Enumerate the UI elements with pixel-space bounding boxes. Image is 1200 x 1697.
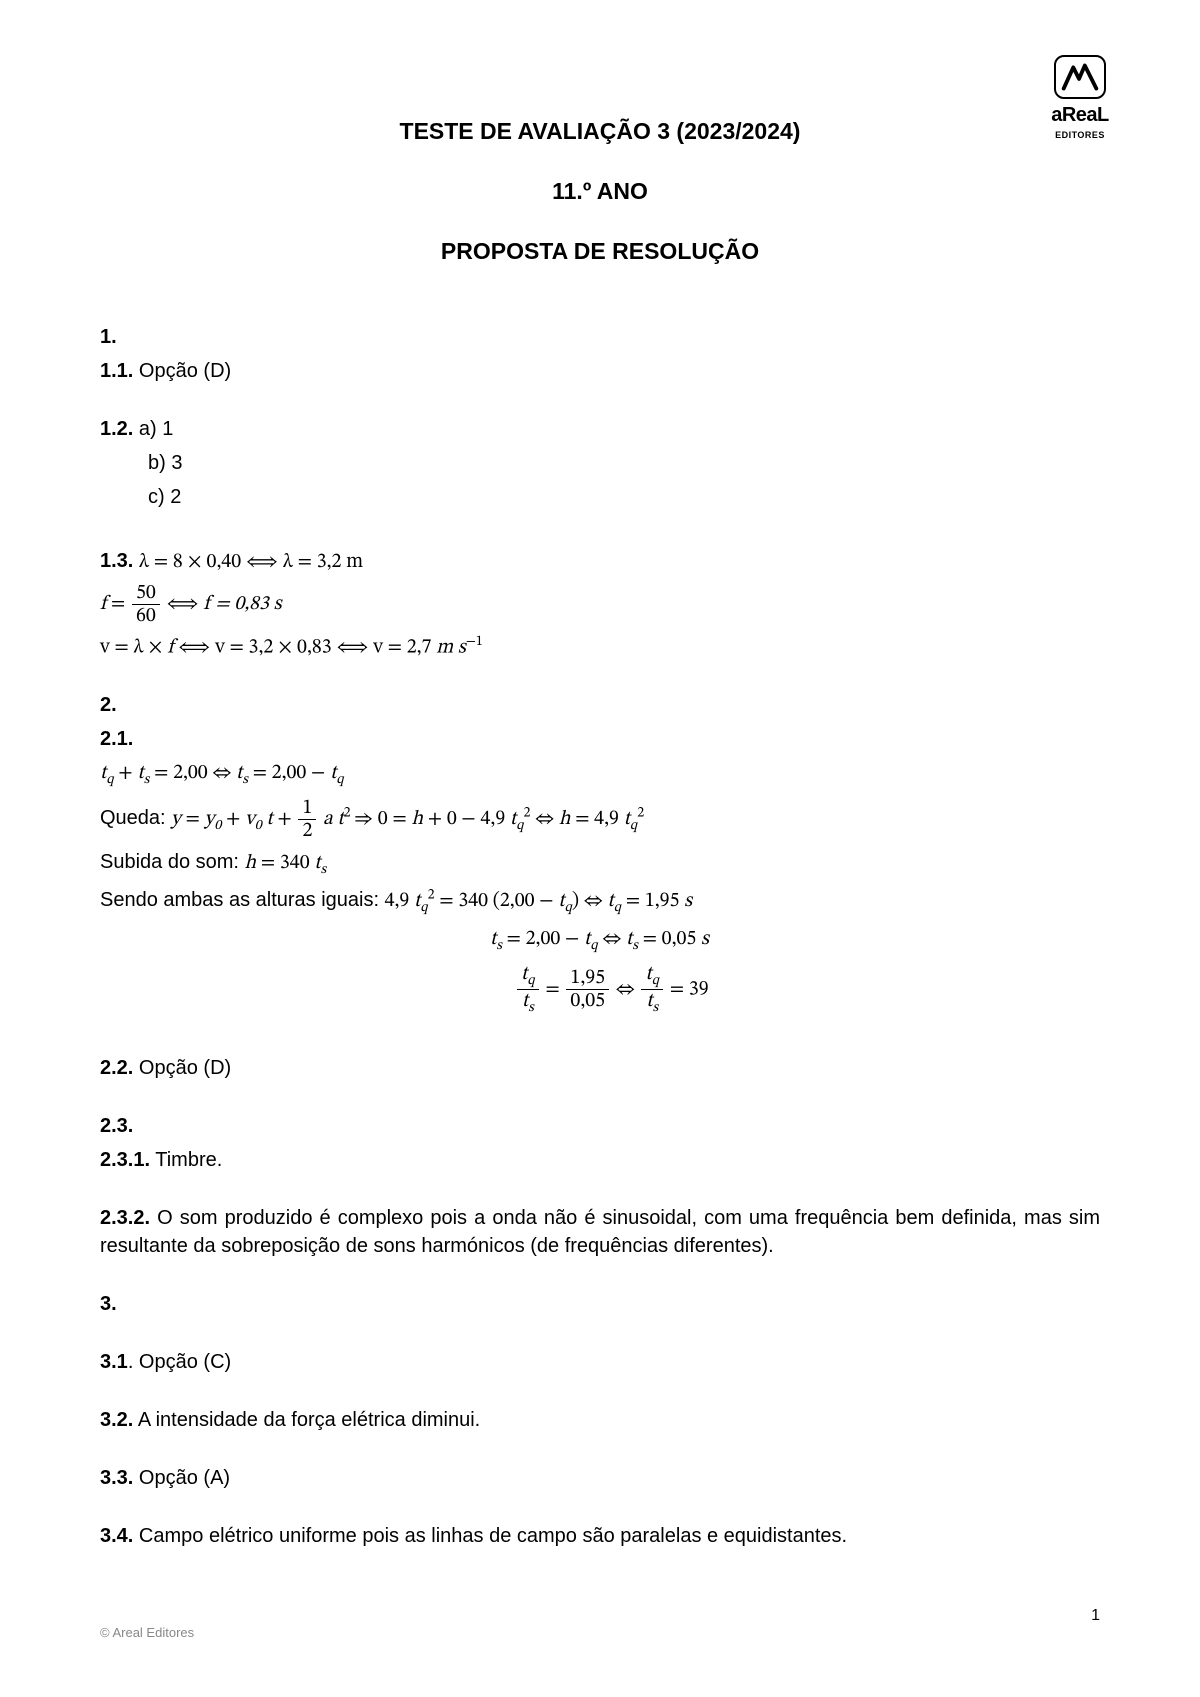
q2-3-2-answer: O som produzido é complexo pois a onda n… [100,1207,1100,1257]
q1-3-eq2: f = 5060 ⟺ f = 0,83 s [100,582,1100,627]
q2-3-2-label: 2.3.2. [100,1207,150,1229]
doc-subtitle: PROPOSTA DE RESOLUÇÃO [100,235,1100,267]
q3-4-label: 3.4. [100,1525,133,1547]
q2-1-ts-line: ts = 2,00 − tq ⇔ ts = 0,05 s [100,925,1100,957]
doc-title: TESTE DE AVALIAÇÃO 3 (2023/2024) [100,115,1100,147]
q2-2-answer: Opção (D) [139,1057,231,1079]
q3-3-answer: Opção (A) [139,1467,230,1489]
q1-number: 1. [100,326,117,348]
document-header: TESTE DE AVALIAÇÃO 3 (2023/2024) 11.º AN… [100,115,1100,268]
copyright-text: © Areal Editores [100,1624,194,1642]
q1-2-c: c) 2 [148,483,1100,511]
logo-icon [1054,55,1106,99]
logo-subtitle: EDITORES [1045,129,1115,142]
q2-1-ratio: tq ts = 1,95 0,05 ⇔ tq ts = 39 [100,963,1100,1017]
q3-1-label: 3.1 [100,1351,128,1373]
q3-number: 3. [100,1293,117,1315]
q2-1-label: 2.1. [100,728,133,750]
q2-1-queda: Queda: y = y0 + v0 t + 12 a t2 ⇒ 0 = h +… [100,797,1100,842]
logo-brand-text: aReaL [1045,101,1115,129]
q1-2-label: 1.2. [100,418,133,440]
q1-1-label: 1.1. [100,360,133,382]
publisher-logo: aReaL EDITORES [1045,55,1115,142]
q2-2-label: 2.2. [100,1057,133,1079]
document-body: 1. 1.1. Opção (D) 1.2. a) 1 b) 3 c) 2 1.… [100,323,1100,1551]
q2-number: 2. [100,694,117,716]
q2-3-label: 2.3. [100,1115,133,1137]
q3-2-label: 3.2. [100,1409,133,1431]
q2-1-eq1: tq + ts = 2,00 ⇔ ts = 2,00 − tq [100,759,1100,791]
q1-3-eq3: v = λ × f ⟺ v = 3,2 × 0,83 ⟺ v = 2,7 m s… [100,633,1100,662]
q1-3-eq1: λ = 8 × 0,40 ⟺ λ = 3,2 m [139,552,363,572]
q3-1-answer: . Opção (C) [128,1351,231,1373]
q2-3-1-answer: Timbre. [155,1149,222,1171]
q2-1-subida: Subida do som: h = 340 ts [100,848,1100,881]
q1-2-b: b) 3 [148,449,1100,477]
q1-1-answer: Opção (D) [139,360,231,382]
footer: © Areal Editores [100,1624,1100,1642]
q3-4-answer: Campo elétrico uniforme pois as linhas d… [139,1525,847,1547]
q3-3-label: 3.3. [100,1467,133,1489]
q1-2-a: a) 1 [139,418,173,440]
q2-1-sendo: Sendo ambas as alturas iguais: 4,9 tq2 =… [100,886,1100,919]
q1-3-label: 1.3. [100,550,133,572]
doc-grade: 11.º ANO [100,175,1100,207]
q3-2-answer: A intensidade da força elétrica diminui. [138,1409,480,1431]
q2-3-1-label: 2.3.1. [100,1149,150,1171]
